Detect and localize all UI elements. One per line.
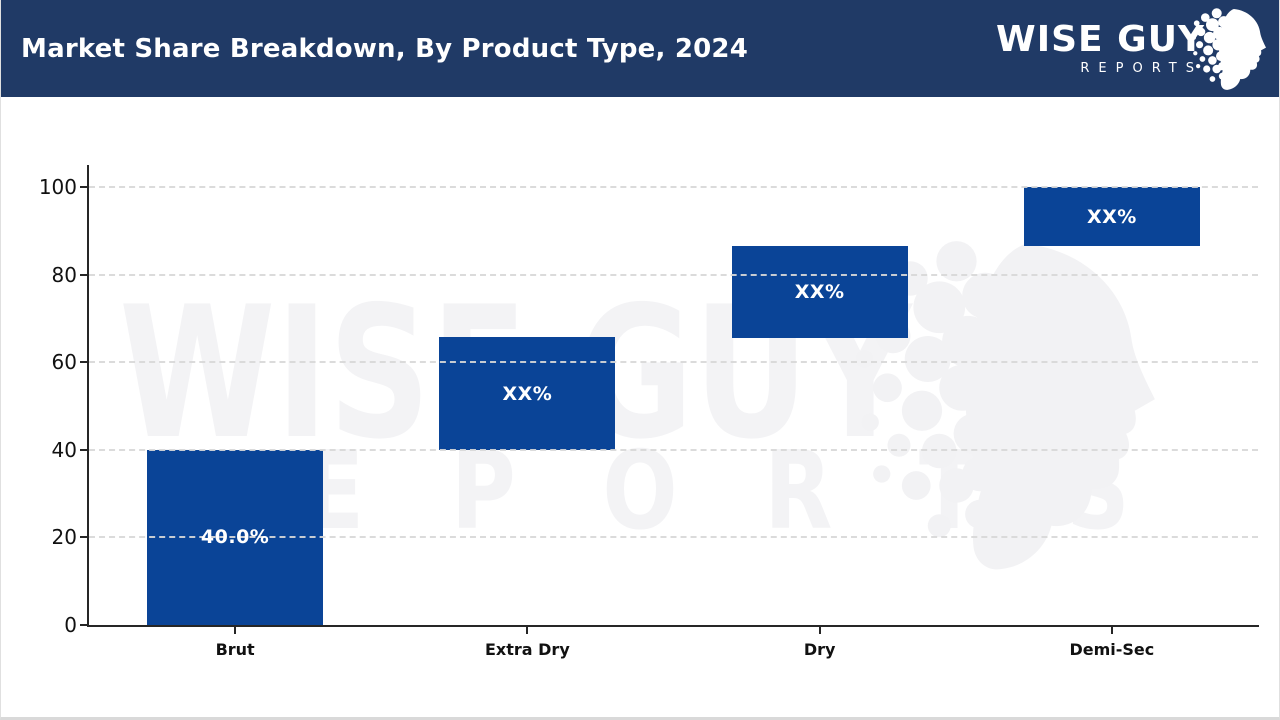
bar-value-label: 40.0% [200,526,270,549]
x-tick-mark [526,627,529,634]
x-axis [87,625,1259,627]
x-tick-label: Demi-Sec [1069,640,1155,659]
bar-value-label: XX% [794,281,845,304]
bar-demi-sec [1023,187,1200,247]
y-tick-label: 100 [38,175,77,199]
y-tick-label: 80 [51,262,77,287]
bar-extra-dry [439,337,616,450]
gridline [89,186,1258,188]
bar-dry [731,246,908,339]
gridline [89,448,1258,451]
x-tick-mark [1110,627,1113,634]
y-tick-mark [80,448,87,451]
gridline [89,273,1258,276]
header-bar: Market Share Breakdown, By Product Type,… [1,0,1279,97]
x-tick-label: Dry [803,640,836,659]
y-tick-label: 20 [51,525,77,550]
y-axis [87,165,89,627]
bar-value-label: XX% [1086,205,1137,228]
gridline [89,361,1258,364]
y-tick-mark [80,186,87,188]
bar-value-label: XX% [502,382,553,405]
wise-guy-logo: WISE GUY REPORTS [995,6,1279,92]
y-tick-mark [80,624,87,626]
logo-wordmark: WISE GUY [995,18,1205,60]
y-tick-mark [80,361,87,364]
x-tick-mark [234,627,237,634]
x-tick-label: Brut [215,640,255,659]
y-tick-mark [80,536,87,539]
logo-subtitle: REPORTS [1080,60,1203,76]
y-tick-label: 60 [51,350,77,375]
x-tick-label: Extra Dry [484,640,570,659]
gridline [89,536,1258,539]
page-title: Market Share Breakdown, By Product Type,… [21,33,748,64]
logo-text: WISE GUY REPORTS [995,18,1205,76]
y-tick-label: 40 [51,437,77,462]
y-tick-label: 0 [64,613,77,637]
y-tick-mark [80,273,87,276]
x-tick-mark [818,627,821,634]
